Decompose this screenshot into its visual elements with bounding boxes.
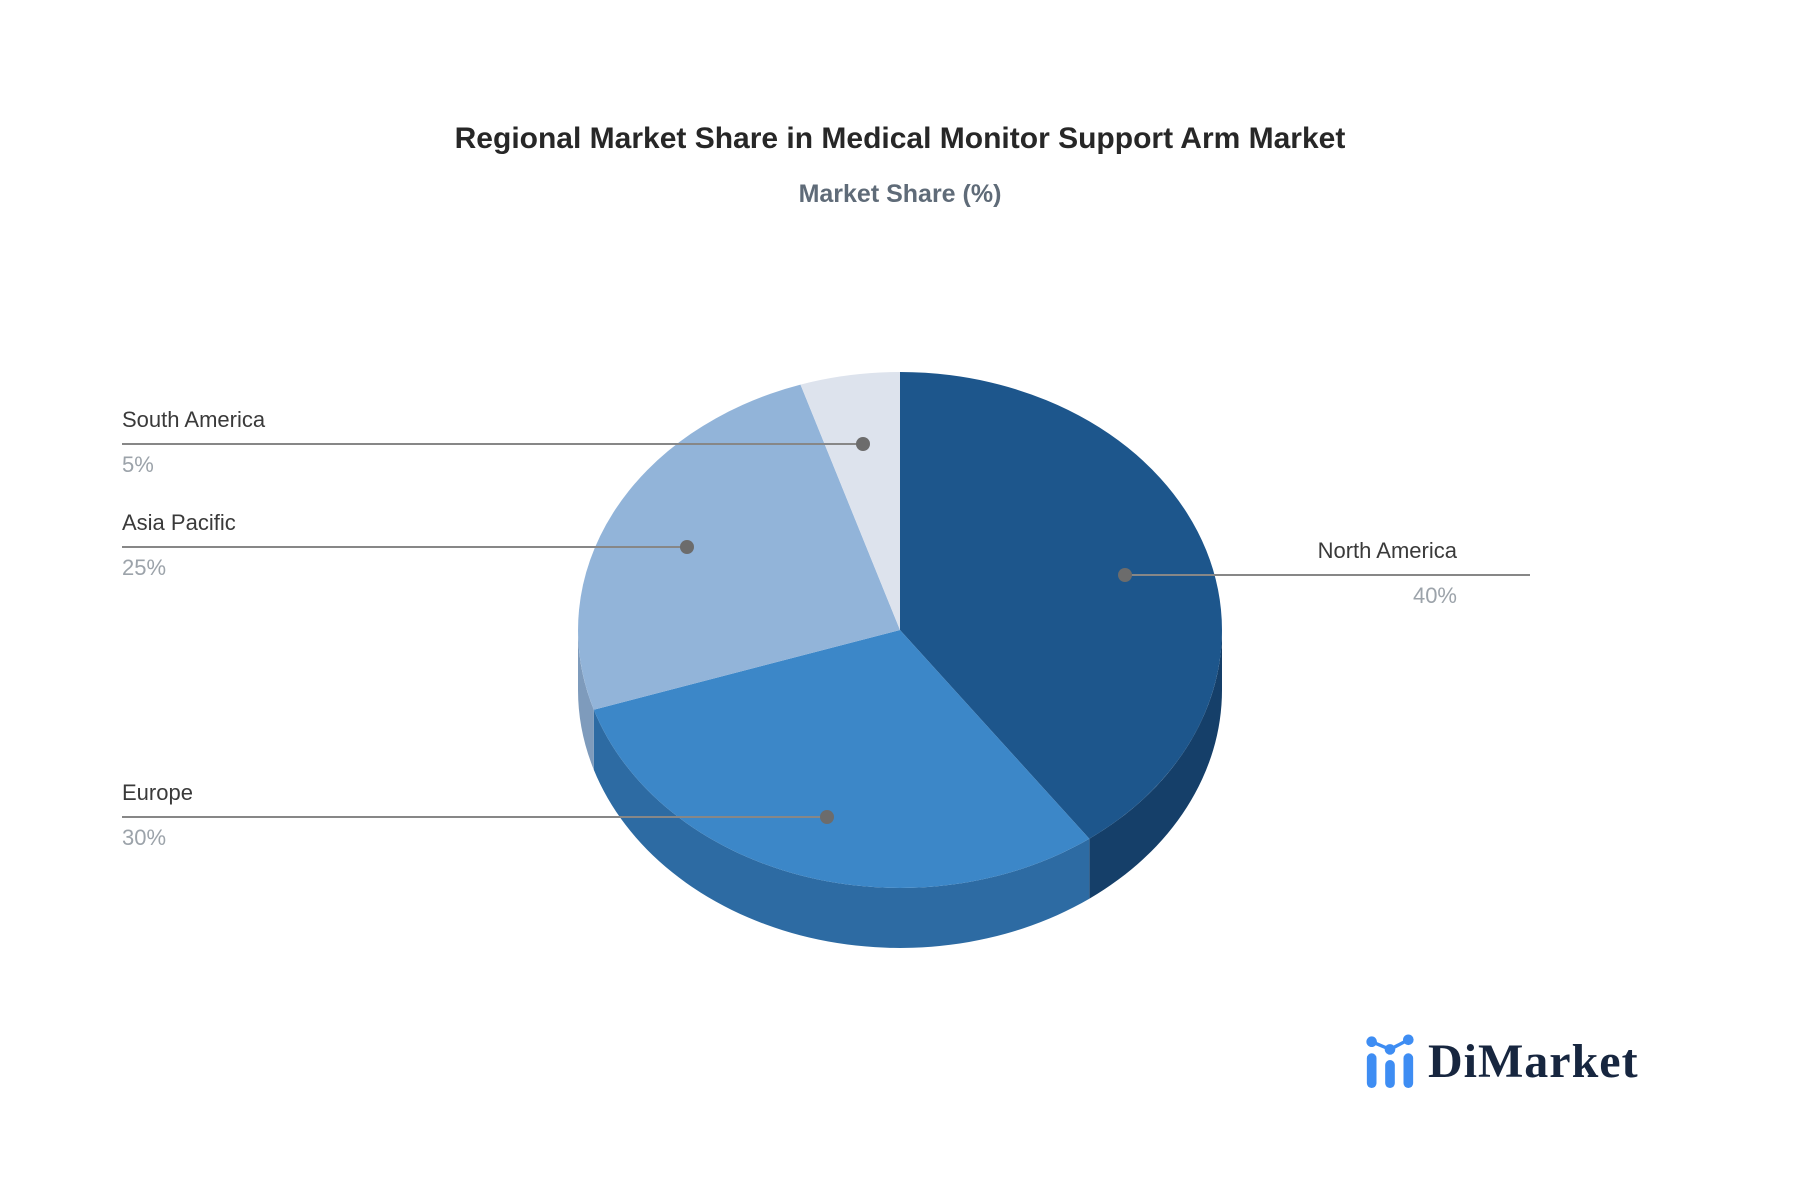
logo-dots [1366, 1034, 1414, 1055]
callout-north-america: North America 40% [1318, 538, 1457, 609]
slice-label: North America [1317, 538, 1457, 563]
slice-value: 25% [122, 555, 167, 580]
leader-dot-europe [820, 810, 834, 824]
leader-dot-south-america [856, 437, 870, 451]
callout-europe: Europe 30% [122, 780, 193, 851]
pie-slice-south-america[interactable] [800, 372, 901, 630]
callout-south-america: South America 5% [122, 407, 265, 478]
pie-slice-north-america[interactable] [900, 372, 1222, 839]
slice-value: 40% [1412, 583, 1457, 608]
logo-bars [1366, 1053, 1414, 1088]
pie-side-asia-pacific [578, 630, 594, 770]
leader-dot-asia-pacific [680, 540, 694, 554]
slice-label: Europe [122, 780, 193, 805]
chart-title: Regional Market Share in Medical Monitor… [454, 122, 1346, 155]
pie-side-europe [593, 709, 1090, 948]
callout-asia-pacific: Asia Pacific 25% [122, 510, 236, 581]
dimarket-logo: DiMarket [1366, 1034, 1639, 1088]
dimarket-logo-text: DiMarket [1428, 1035, 1639, 1088]
bar-chart-icon [1366, 1034, 1414, 1088]
slice-label: Asia Pacific [122, 510, 236, 535]
slice-label: South America [122, 407, 266, 432]
chart-subtitle: Market Share (%) [798, 180, 1002, 208]
pie-slice-asia-pacific[interactable] [578, 384, 900, 710]
pie-slice-europe[interactable] [593, 630, 1090, 888]
slice-value: 5% [122, 452, 154, 477]
leader-dot-north-america [1118, 568, 1132, 582]
slice-value: 30% [122, 825, 167, 850]
pie-side-north-america [1089, 630, 1222, 899]
